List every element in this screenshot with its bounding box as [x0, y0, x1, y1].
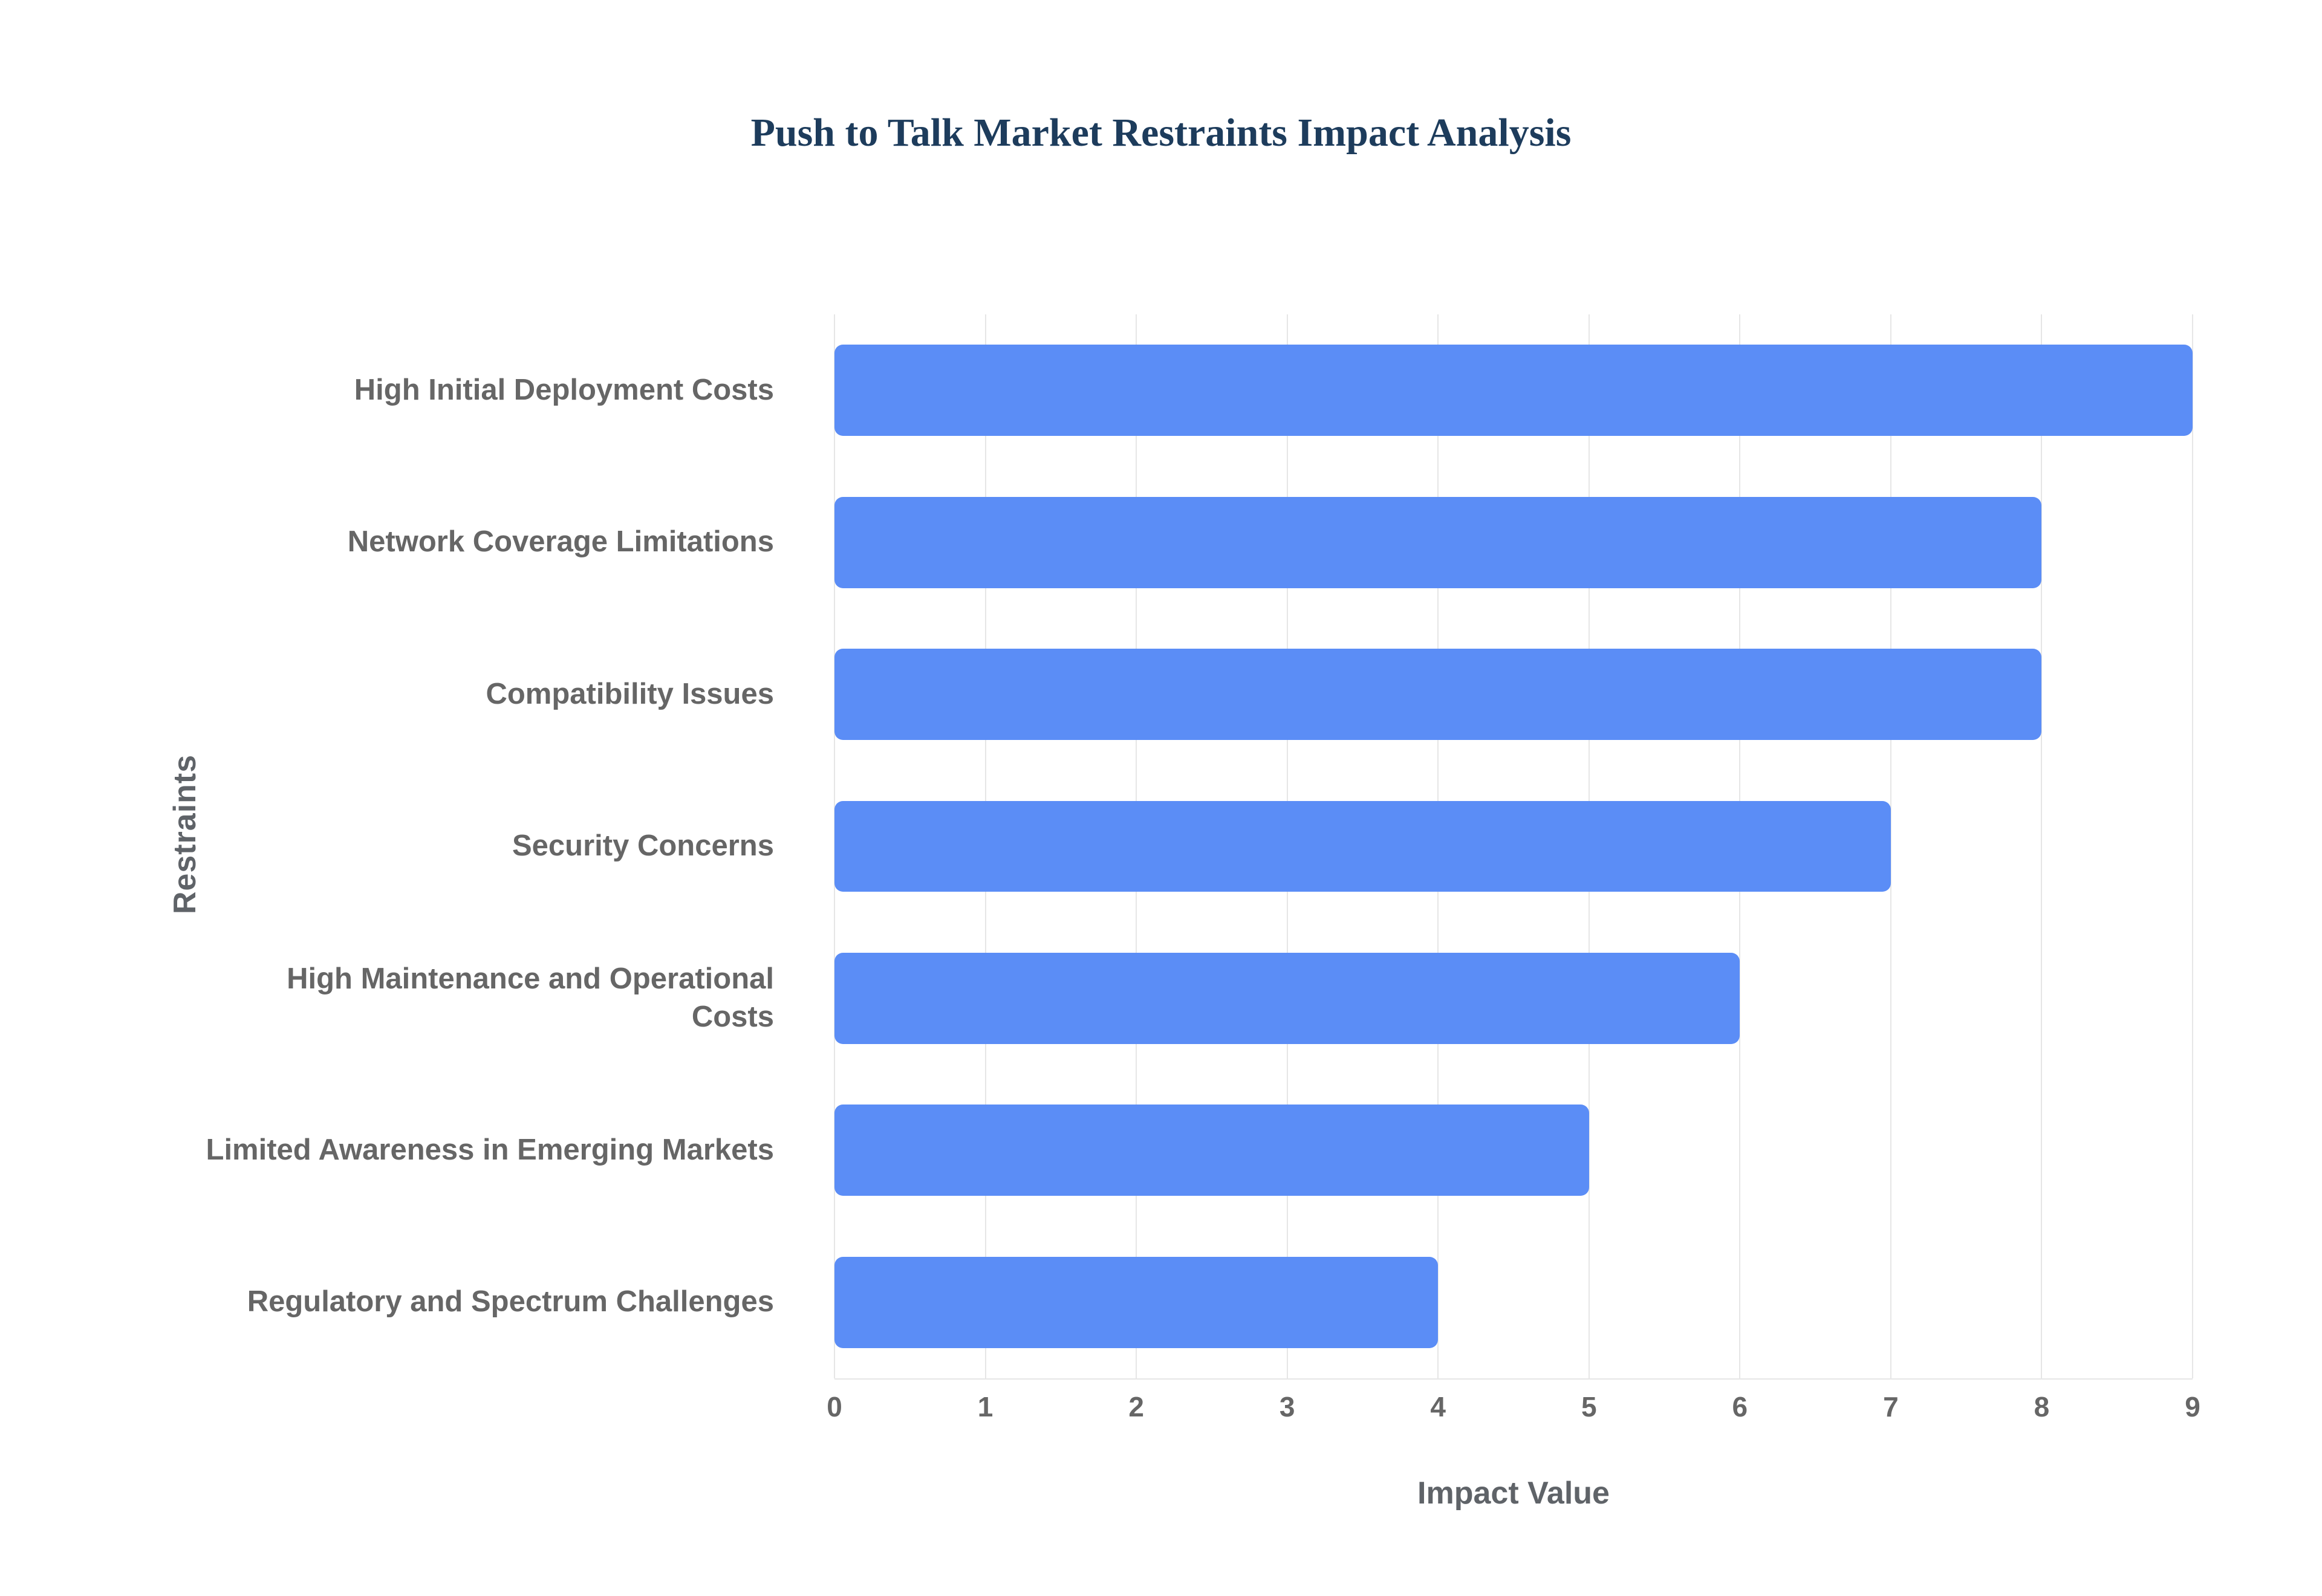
- gridline: [2192, 314, 2193, 1378]
- gridline: [1890, 314, 1891, 1378]
- bar-rows: [834, 314, 2193, 1378]
- category-label: Limited Awareness in Emerging Markets: [206, 1133, 774, 1166]
- bar: [834, 496, 2042, 588]
- x-tick-label: 3: [1279, 1391, 1295, 1422]
- chart-title: Push to Talk Market Restraints Impact An…: [750, 111, 1572, 155]
- category-label: Compatibility Issues: [486, 677, 774, 710]
- bar: [834, 800, 1891, 892]
- x-tick-label: 0: [827, 1391, 842, 1422]
- x-tick-label: 5: [1581, 1391, 1597, 1422]
- bar-row: [834, 923, 2193, 1074]
- x-tick-label: 4: [1430, 1391, 1446, 1422]
- x-axis-title: Impact Value: [1417, 1476, 1610, 1511]
- category-label: Network Coverage Limitations: [347, 525, 774, 559]
- x-axis-ticks: 0 1 2 3 4 5 6 7 8 9: [827, 1390, 2200, 1427]
- bar: [834, 345, 2193, 436]
- x-tick-label: 7: [1883, 1391, 1899, 1422]
- bar: [834, 649, 2042, 740]
- bar: [834, 952, 1740, 1044]
- category-labels: High Initial Deployment Costs Network Cov…: [200, 314, 804, 1378]
- x-tick-label: 9: [2185, 1391, 2200, 1422]
- bar-row: [834, 770, 2193, 922]
- category-label: High Maintenance and Operational Costs: [287, 962, 774, 1034]
- x-tick-label: 2: [1128, 1391, 1144, 1422]
- bar-row: [834, 314, 2193, 466]
- plot-area: [834, 314, 2193, 1380]
- bar-row: [834, 618, 2193, 770]
- bar: [834, 1105, 1589, 1196]
- category-label: High Initial Deployment Costs: [354, 373, 774, 406]
- x-tick-label: 8: [2034, 1391, 2050, 1422]
- bar-row: [834, 1074, 2193, 1226]
- category-label: Security Concerns: [512, 829, 774, 863]
- gridline: [2041, 314, 2043, 1378]
- x-tick-label: 6: [1732, 1391, 1748, 1422]
- y-axis-title: Restraints: [167, 754, 203, 915]
- bar: [834, 1256, 1439, 1348]
- category-label: Regulatory and Spectrum Challenges: [247, 1285, 774, 1319]
- x-tick-label: 1: [977, 1391, 994, 1422]
- bar-row: [834, 466, 2193, 618]
- bar-row: [834, 1227, 2193, 1378]
